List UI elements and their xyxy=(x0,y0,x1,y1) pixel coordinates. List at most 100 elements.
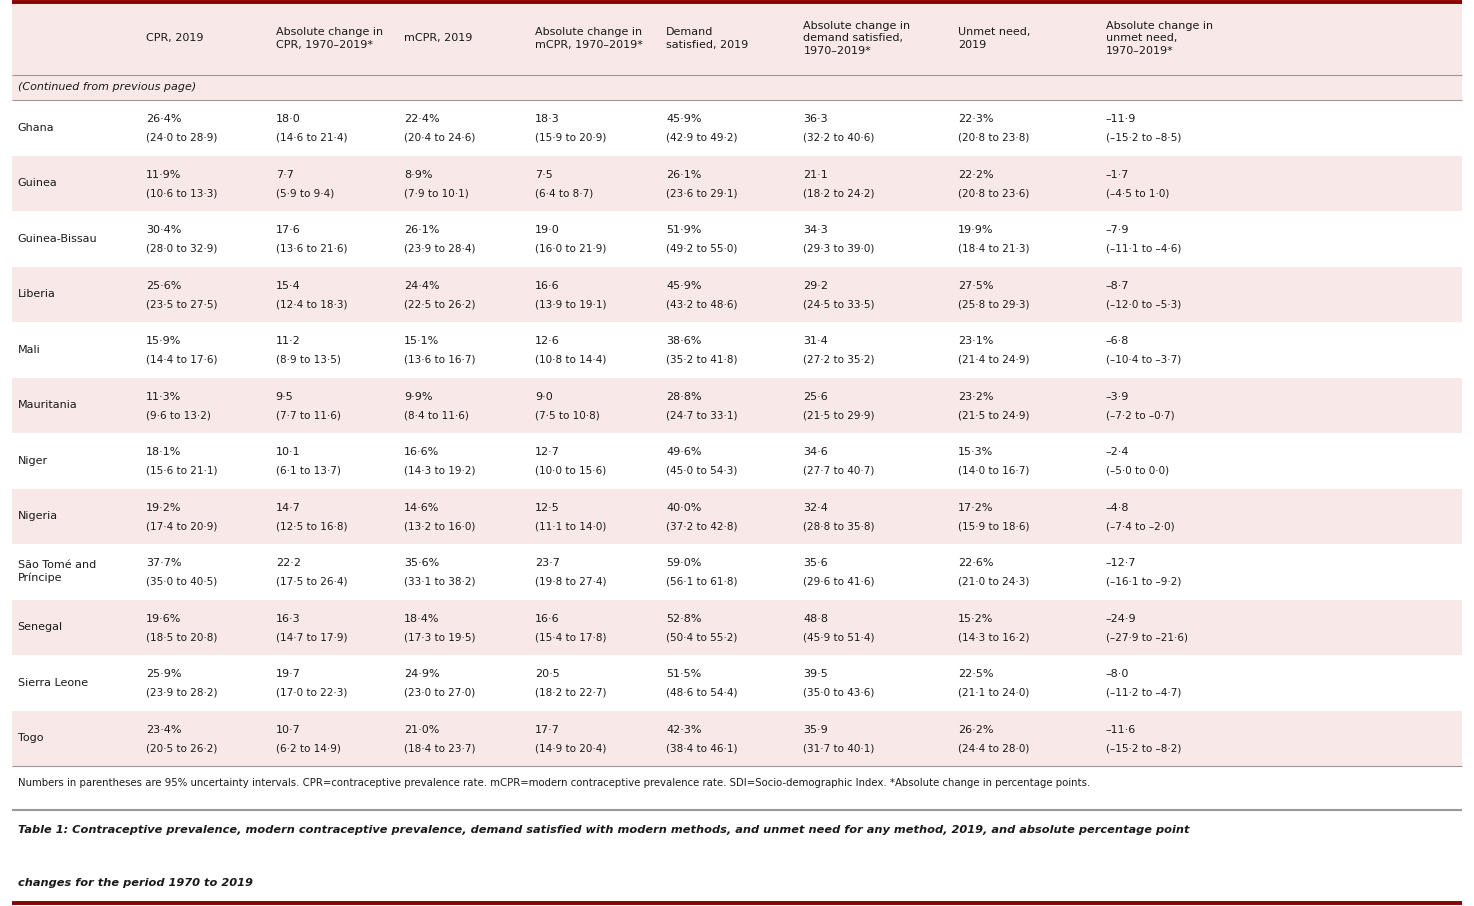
Text: (24·7 to 33·1): (24·7 to 33·1) xyxy=(666,410,738,420)
Text: 26·1%: 26·1% xyxy=(666,170,702,180)
Text: 7·7: 7·7 xyxy=(276,170,293,180)
Text: 37·7%: 37·7% xyxy=(146,558,181,568)
Text: (50·4 to 55·2): (50·4 to 55·2) xyxy=(666,632,737,642)
Text: (24·5 to 33·5): (24·5 to 33·5) xyxy=(803,299,876,309)
Text: Absolute change in
unmet need,
1970–2019*: Absolute change in unmet need, 1970–2019… xyxy=(1106,21,1213,56)
Text: 23·7: 23·7 xyxy=(535,558,560,568)
Text: –4·8: –4·8 xyxy=(1106,503,1129,513)
Text: (27·7 to 40·7): (27·7 to 40·7) xyxy=(803,466,874,476)
Text: (24·4 to 28·0): (24·4 to 28·0) xyxy=(958,743,1029,753)
Text: Togo: Togo xyxy=(18,733,43,743)
Text: –11·6: –11·6 xyxy=(1106,725,1136,735)
Text: 16·6%: 16·6% xyxy=(404,448,439,458)
Text: 22·2%: 22·2% xyxy=(958,170,993,180)
Text: 22·4%: 22·4% xyxy=(404,114,439,124)
Text: (22·5 to 26·2): (22·5 to 26·2) xyxy=(404,299,476,309)
Text: (56·1 to 61·8): (56·1 to 61·8) xyxy=(666,577,738,587)
Text: –8·7: –8·7 xyxy=(1106,281,1129,291)
Text: 15·4: 15·4 xyxy=(276,281,301,291)
Text: (21·4 to 24·9): (21·4 to 24·9) xyxy=(958,355,1030,365)
Text: 8·9%: 8·9% xyxy=(404,170,432,180)
Text: (20·8 to 23·8): (20·8 to 23·8) xyxy=(958,133,1029,143)
Text: 30·4%: 30·4% xyxy=(146,226,181,236)
Text: Numbers in parentheses are 95% uncertainty intervals. CPR=contraceptive prevalen: Numbers in parentheses are 95% uncertain… xyxy=(18,778,1089,788)
Text: Niger: Niger xyxy=(18,456,47,466)
Text: (11·1 to 14·0): (11·1 to 14·0) xyxy=(535,521,606,531)
Text: –8·0: –8·0 xyxy=(1106,670,1129,680)
Text: São Tomé and
Príncipe: São Tomé and Príncipe xyxy=(18,560,96,583)
Text: (10·8 to 14·4): (10·8 to 14·4) xyxy=(535,355,606,365)
Text: (15·9 to 18·6): (15·9 to 18·6) xyxy=(958,521,1030,531)
Text: Senegal: Senegal xyxy=(18,622,63,632)
Text: (18·4 to 21·3): (18·4 to 21·3) xyxy=(958,244,1030,254)
Text: (13·2 to 16·0): (13·2 to 16·0) xyxy=(404,521,475,531)
Text: (12·5 to 16·8): (12·5 to 16·8) xyxy=(276,521,348,531)
Text: (14·3 to 16·2): (14·3 to 16·2) xyxy=(958,632,1030,642)
Text: (15·6 to 21·1): (15·6 to 21·1) xyxy=(146,466,218,476)
Text: (18·2 to 24·2): (18·2 to 24·2) xyxy=(803,188,876,198)
Text: 17·2%: 17·2% xyxy=(958,503,993,513)
Bar xyxy=(12,211,1462,266)
Text: 19·6%: 19·6% xyxy=(146,614,181,624)
Text: (45·0 to 54·3): (45·0 to 54·3) xyxy=(666,466,737,476)
Text: 26·4%: 26·4% xyxy=(146,114,181,124)
Text: 25·6: 25·6 xyxy=(803,392,828,402)
Text: 18·3: 18·3 xyxy=(535,114,560,124)
Text: (45·9 to 51·4): (45·9 to 51·4) xyxy=(803,632,876,642)
Text: (29·6 to 41·6): (29·6 to 41·6) xyxy=(803,577,876,587)
Text: 51·9%: 51·9% xyxy=(666,226,702,236)
Text: 22·2: 22·2 xyxy=(276,558,301,568)
Text: 31·4: 31·4 xyxy=(803,336,828,346)
Text: (–7·2 to –0·7): (–7·2 to –0·7) xyxy=(1106,410,1175,420)
Text: 10·1: 10·1 xyxy=(276,448,301,458)
Text: 20·5: 20·5 xyxy=(535,670,560,680)
Text: (19·8 to 27·4): (19·8 to 27·4) xyxy=(535,577,607,587)
Text: 48·8: 48·8 xyxy=(803,614,828,624)
Text: 21·0%: 21·0% xyxy=(404,725,439,735)
Bar xyxy=(12,266,1462,322)
Text: 59·0%: 59·0% xyxy=(666,558,702,568)
Text: (8·4 to 11·6): (8·4 to 11·6) xyxy=(404,410,469,420)
Text: 14·6%: 14·6% xyxy=(404,503,439,513)
Text: (6·4 to 8·7): (6·4 to 8·7) xyxy=(535,188,594,198)
Text: Absolute change in
mCPR, 1970–2019*: Absolute change in mCPR, 1970–2019* xyxy=(535,27,643,50)
Bar xyxy=(12,100,1462,156)
Text: 19·0: 19·0 xyxy=(535,226,560,236)
Bar xyxy=(12,75,1462,100)
Text: –2·4: –2·4 xyxy=(1106,448,1129,458)
Text: 22·6%: 22·6% xyxy=(958,558,993,568)
Text: –12·7: –12·7 xyxy=(1106,558,1136,568)
Text: 21·1: 21·1 xyxy=(803,170,828,180)
Text: mCPR, 2019: mCPR, 2019 xyxy=(404,34,472,43)
Text: (23·9 to 28·2): (23·9 to 28·2) xyxy=(146,688,218,698)
Text: Ghana: Ghana xyxy=(18,122,55,133)
Text: (10·0 to 15·6): (10·0 to 15·6) xyxy=(535,466,606,476)
Bar xyxy=(12,2,1462,75)
Text: (23·5 to 27·5): (23·5 to 27·5) xyxy=(146,299,218,309)
Text: 26·2%: 26·2% xyxy=(958,725,993,735)
Bar xyxy=(12,766,1462,810)
Text: (6·2 to 14·9): (6·2 to 14·9) xyxy=(276,743,340,753)
Text: 10·7: 10·7 xyxy=(276,725,301,735)
Text: Mali: Mali xyxy=(18,345,40,355)
Text: (7·9 to 10·1): (7·9 to 10·1) xyxy=(404,188,469,198)
Text: (43·2 to 48·6): (43·2 to 48·6) xyxy=(666,299,738,309)
Text: (23·6 to 29·1): (23·6 to 29·1) xyxy=(666,188,738,198)
Text: 18·0: 18·0 xyxy=(276,114,301,124)
Text: (49·2 to 55·0): (49·2 to 55·0) xyxy=(666,244,737,254)
Text: (29·3 to 39·0): (29·3 to 39·0) xyxy=(803,244,874,254)
Text: (8·9 to 13·5): (8·9 to 13·5) xyxy=(276,355,340,365)
Text: (27·2 to 35·2): (27·2 to 35·2) xyxy=(803,355,876,365)
Text: Guinea-Bissau: Guinea-Bissau xyxy=(18,234,97,244)
Text: (31·7 to 40·1): (31·7 to 40·1) xyxy=(803,743,874,753)
Text: (21·5 to 24·9): (21·5 to 24·9) xyxy=(958,410,1030,420)
Text: (6·1 to 13·7): (6·1 to 13·7) xyxy=(276,466,340,476)
Text: 19·9%: 19·9% xyxy=(958,226,993,236)
Text: 35·6: 35·6 xyxy=(803,558,828,568)
Text: 14·7: 14·7 xyxy=(276,503,301,513)
Text: 22·5%: 22·5% xyxy=(958,670,993,680)
Text: (Continued from previous page): (Continued from previous page) xyxy=(18,82,196,92)
Text: 40·0%: 40·0% xyxy=(666,503,702,513)
Text: (10·6 to 13·3): (10·6 to 13·3) xyxy=(146,188,217,198)
Text: Absolute change in
demand satisfied,
1970–2019*: Absolute change in demand satisfied, 197… xyxy=(803,21,911,56)
